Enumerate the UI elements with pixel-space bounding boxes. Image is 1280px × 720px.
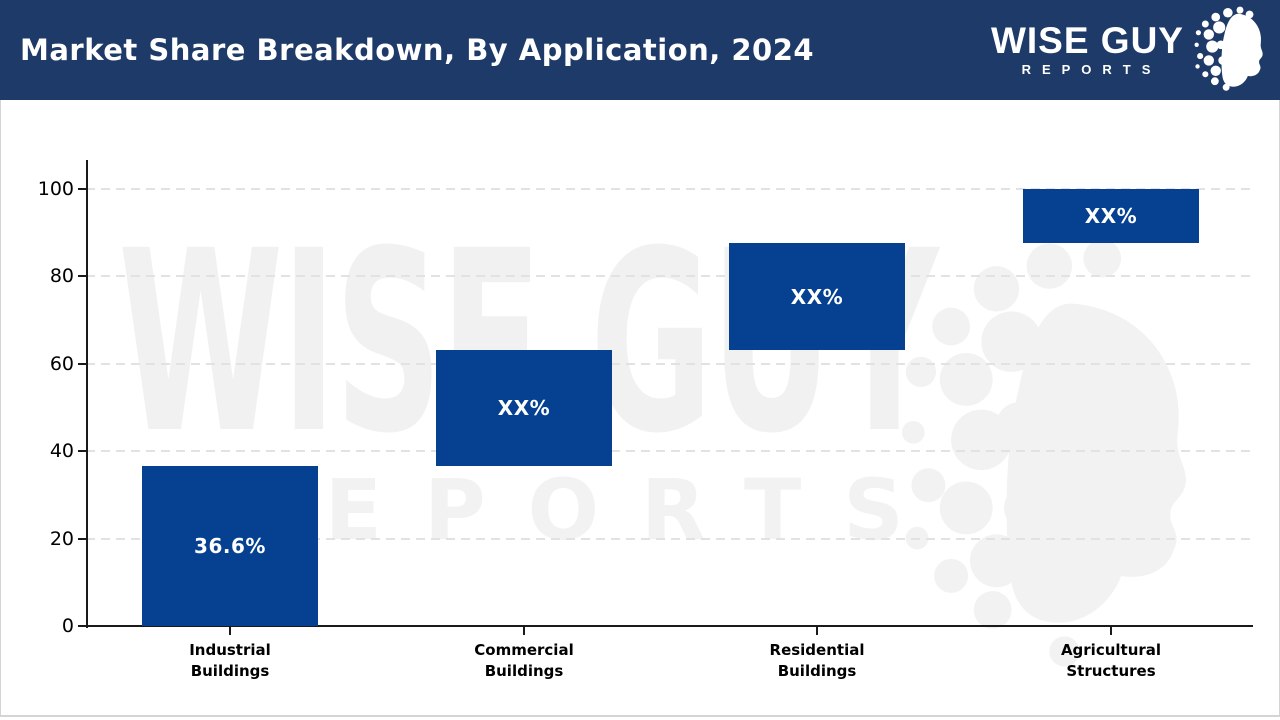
bar-label-industrial-buildings: 36.6% [194,533,266,558]
logo-text: WISE GUY REPORTS [991,22,1184,78]
x-tick-commercial-buildings [523,627,525,635]
gridline-80 [86,275,1253,277]
gridline-20 [86,537,1253,540]
bar-industrial-buildings: 36.6% [142,465,318,626]
y-tick-20 [78,537,86,540]
wise-guy-logo: WISE GUY REPORTS [991,6,1266,94]
logo-wordmark: WISE GUY [990,20,1184,61]
bar-label-commercial-buildings: XX% [497,396,551,421]
x-category-label-commercial-buildings: Commercial Buildings [474,641,574,680]
chart-title: Market Share Breakdown, By Application, … [20,33,815,67]
y-tick-60 [78,362,86,365]
bar-residential-buildings: XX% [729,243,905,351]
x-axis-line [86,625,1253,627]
gridline-40 [86,450,1253,452]
y-tick-label-40: 40 [49,440,74,462]
y-axis-line [86,160,88,628]
x-category-label-agricultural-structures: Agricultural Structures [1060,641,1162,680]
x-category-label-industrial-buildings: Industrial Buildings [189,641,271,680]
y-tick-label-60: 60 [49,352,74,375]
bar-label-residential-buildings: XX% [790,284,844,309]
x-category-label-residential-buildings: Residential Buildings [769,641,865,680]
y-tick-100 [78,187,86,190]
gridline-60 [86,362,1253,365]
x-tick-industrial-buildings [229,627,231,635]
bar-agricultural-structures: XX% [1023,188,1199,244]
header-bar: Market Share Breakdown, By Application, … [0,0,1280,100]
bar-commercial-buildings: XX% [436,350,612,466]
y-tick-40 [78,450,86,452]
x-tick-agricultural-structures [1110,627,1112,635]
logo-head-icon [1194,6,1263,91]
gridline-100 [86,187,1253,190]
y-tick-0 [78,625,86,627]
y-tick-80 [78,275,86,277]
x-tick-residential-buildings [816,627,818,635]
watermark-head-icon [902,239,1186,667]
y-tick-label-80: 80 [49,265,74,287]
y-tick-label-100: 100 [37,177,74,200]
y-tick-label-0: 0 [61,615,74,637]
bar-label-agricultural-structures: XX% [1084,203,1138,228]
y-tick-label-20: 20 [49,527,74,550]
logo-subtitle: REPORTS [1021,62,1162,77]
